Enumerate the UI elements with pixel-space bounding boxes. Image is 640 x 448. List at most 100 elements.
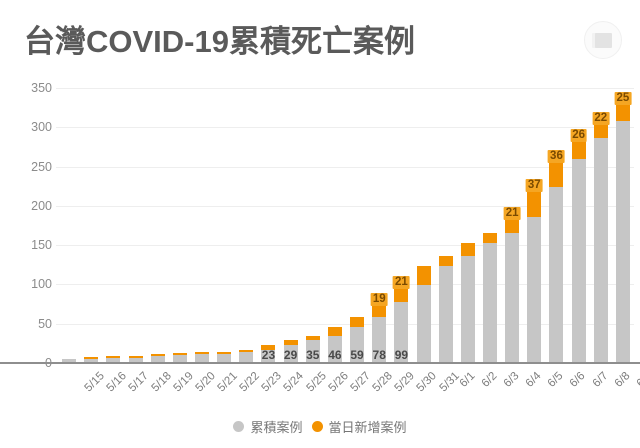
bar-segment-cumulative[interactable] xyxy=(505,232,520,363)
daily-new-value-label: 36 xyxy=(548,149,565,163)
bar-segment-cumulative[interactable] xyxy=(593,138,608,363)
legend-item[interactable]: 當日新增案例 xyxy=(311,417,407,436)
bar-group[interactable]: 19 78 xyxy=(370,88,388,363)
bar-segment-daily-new[interactable] xyxy=(571,138,586,159)
bar-group[interactable]: 46 xyxy=(327,88,342,363)
x-axis-tick-label: 5/24 xyxy=(282,370,307,395)
bar-segment-daily-new[interactable] xyxy=(195,352,209,355)
bar-segment-cumulative[interactable] xyxy=(106,358,121,363)
bar-segment-cumulative[interactable] xyxy=(217,353,232,363)
bar-group[interactable]: 21 xyxy=(503,88,521,363)
bar-segment-daily-new[interactable] xyxy=(283,340,298,345)
bar-segment-cumulative[interactable] xyxy=(239,352,254,363)
bar-segment-cumulative[interactable] xyxy=(571,158,586,363)
bar-segment-cumulative[interactable] xyxy=(172,355,187,363)
bar-segment-daily-new[interactable] xyxy=(261,344,276,350)
bar-segment-daily-new[interactable] xyxy=(239,349,254,352)
bar-segment-daily-new[interactable] xyxy=(615,101,630,121)
bar-segment-cumulative[interactable] xyxy=(327,335,342,363)
x-axis-tick-label: 5/19 xyxy=(171,370,196,395)
bar-segment-daily-new[interactable] xyxy=(350,316,365,327)
bar-segment-daily-new[interactable] xyxy=(394,285,409,302)
bar-segment-cumulative[interactable] xyxy=(483,242,497,363)
bar-group[interactable] xyxy=(416,88,431,363)
bar-group[interactable]: 23 xyxy=(261,88,276,363)
cumulative-value-label: 29 xyxy=(283,348,298,362)
bar-segment-daily-new[interactable] xyxy=(505,216,520,233)
bar-segment-daily-new[interactable] xyxy=(172,353,187,356)
bar-group[interactable]: 36 xyxy=(548,88,565,363)
x-axis-tick-label: 6/2 xyxy=(479,370,500,390)
chart-plot-area: 050100150200250300350 232935465919782199… xyxy=(0,81,640,370)
bar-segment-daily-new[interactable] xyxy=(483,232,497,243)
bar-segment-daily-new[interactable] xyxy=(106,356,121,359)
bar-segment-cumulative[interactable] xyxy=(416,285,431,363)
y-axis-tick-label: 100 xyxy=(31,277,52,292)
bar-segment-daily-new[interactable] xyxy=(438,256,453,266)
x-axis-tick-label: 5/23 xyxy=(259,370,285,395)
bar-segment-cumulative[interactable] xyxy=(350,326,365,363)
bar-segment-daily-new[interactable] xyxy=(527,187,542,217)
bar-group[interactable]: 29 xyxy=(283,88,298,363)
bar-segment-daily-new[interactable] xyxy=(549,158,564,187)
bar-segment-daily-new[interactable] xyxy=(128,355,143,358)
bar-group[interactable]: 25 xyxy=(614,88,632,363)
bar-group[interactable] xyxy=(84,88,99,363)
bar-segment-cumulative[interactable] xyxy=(283,344,298,363)
legend-item[interactable]: 累積案例 xyxy=(233,417,303,436)
x-axis-tick-label: 5/18 xyxy=(149,370,174,395)
bar-segment-daily-new[interactable] xyxy=(84,357,99,360)
daily-new-value-label: 21 xyxy=(503,207,521,221)
gridline xyxy=(56,127,634,129)
x-axis-tick-label: 6/3 xyxy=(501,370,522,390)
bar-segment-cumulative[interactable] xyxy=(128,357,143,363)
bar-segment-cumulative[interactable] xyxy=(84,359,99,363)
bar-group[interactable]: 59 xyxy=(350,88,365,363)
gridline xyxy=(56,323,634,325)
bar-segment-cumulative[interactable] xyxy=(305,340,320,363)
x-axis-tick-label: 6/9 xyxy=(634,370,640,390)
x-axis-tick-label: 5/25 xyxy=(304,370,329,395)
bar-segment-cumulative[interactable] xyxy=(261,349,276,363)
bar-group[interactable] xyxy=(483,88,497,363)
bar-segment-daily-new[interactable] xyxy=(593,121,608,139)
bar-segment-cumulative[interactable] xyxy=(438,265,453,363)
bar-segment-cumulative[interactable] xyxy=(527,216,542,363)
bar-group[interactable] xyxy=(239,88,254,363)
bar-segment-cumulative[interactable] xyxy=(62,359,77,363)
bar-segment-cumulative[interactable] xyxy=(615,121,630,363)
bar-segment-cumulative[interactable] xyxy=(195,354,209,363)
x-axis-tick-label: 5/17 xyxy=(126,370,152,395)
bar-group[interactable] xyxy=(217,88,232,363)
cumulative-value-label: 99 xyxy=(394,348,409,362)
bar-segment-daily-new[interactable] xyxy=(460,242,475,257)
bar-segment-cumulative[interactable] xyxy=(372,316,387,363)
x-axis-tick-label: 5/21 xyxy=(215,370,240,395)
bar-group[interactable] xyxy=(460,88,475,363)
cumulative-value-label: 23 xyxy=(261,348,276,362)
bar-segment-cumulative[interactable] xyxy=(394,301,409,363)
y-axis-tick-label: 300 xyxy=(31,120,52,135)
bar-group[interactable] xyxy=(172,88,187,363)
bar-segment-daily-new[interactable] xyxy=(416,265,431,286)
bar-segment-daily-new[interactable] xyxy=(305,335,320,341)
x-axis-line xyxy=(0,362,640,364)
bar-group[interactable] xyxy=(150,88,165,363)
bar-group[interactable] xyxy=(106,88,121,363)
bar-group[interactable]: 26 xyxy=(570,88,588,363)
bar-segment-daily-new[interactable] xyxy=(217,351,232,354)
bar-segment-daily-new[interactable] xyxy=(327,326,342,336)
bar-group[interactable]: 37 xyxy=(525,88,543,363)
bar-group[interactable]: 22 xyxy=(592,88,610,363)
bar-segment-cumulative[interactable] xyxy=(150,355,165,363)
bar-segment-cumulative[interactable] xyxy=(460,256,475,363)
bar-group[interactable]: 35 xyxy=(305,88,320,363)
bar-group[interactable] xyxy=(128,88,143,363)
bar-group[interactable] xyxy=(438,88,453,363)
bar-group[interactable] xyxy=(195,88,209,363)
bar-group[interactable] xyxy=(62,88,77,363)
cumulative-value-label: 35 xyxy=(306,348,320,362)
bar-segment-cumulative[interactable] xyxy=(549,187,564,363)
bar-segment-daily-new[interactable] xyxy=(150,353,165,356)
bar-group[interactable]: 21 99 xyxy=(392,88,410,363)
